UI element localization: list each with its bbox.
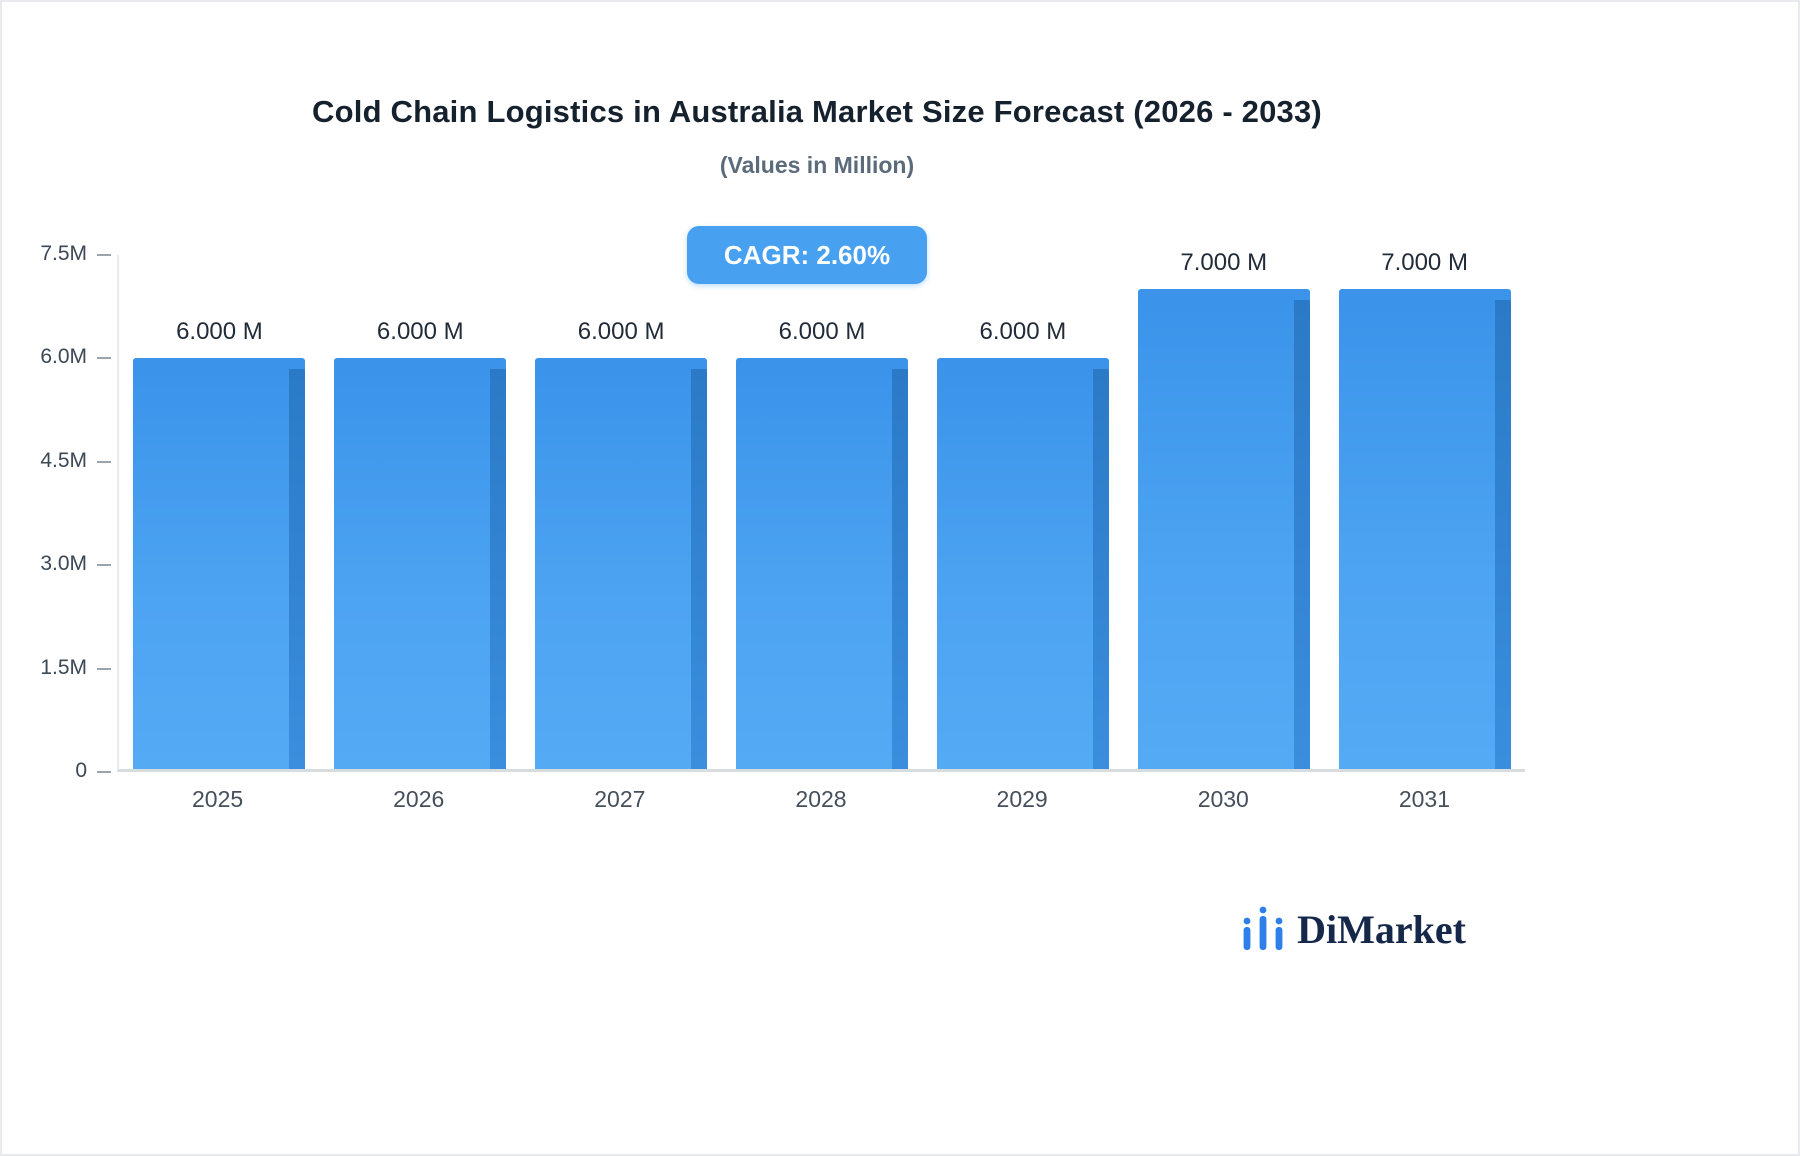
bar-2029	[936, 357, 1109, 770]
brand-name: DiMarket	[1297, 907, 1466, 952]
brand-logo: DiMarket	[1241, 904, 1466, 950]
chart-subtitle: (Values in Million)	[719, 152, 915, 178]
bar-2026	[334, 357, 507, 770]
x-axis-label: 2028	[795, 786, 847, 812]
x-axis: 2025 2026 2027 2028 2029 2030 2031	[117, 786, 1525, 813]
y-axis-tick-label: 1.5M	[40, 655, 87, 679]
cagr-badge: CAGR: 2.60%	[687, 226, 927, 284]
chart-header: Cold Chain Logistics in Australia Market…	[2, 94, 1632, 179]
y-axis-tick-label: 0	[75, 759, 87, 782]
cagr-badge-label: CAGR: 2.60%	[723, 239, 891, 270]
bar-slot: 6.000 M	[722, 255, 923, 770]
bar-2030	[1137, 289, 1310, 769]
bar-2025	[133, 357, 306, 770]
y-axis-tick-mark	[97, 667, 111, 670]
y-axis-tick-mark	[97, 564, 111, 567]
x-axis-label: 2031	[1398, 786, 1450, 812]
y-axis-tick-mark	[97, 357, 111, 360]
y-axis-tick-mark	[97, 771, 111, 773]
bar-slot: 6.000 M	[922, 255, 1123, 770]
bar-value-label: 6.000 M	[376, 317, 464, 345]
x-axis-label: 2025	[191, 786, 244, 812]
bar-slot: 7.000 M	[1123, 249, 1324, 769]
bar-slot: 6.000 M	[320, 255, 521, 770]
bar-value-label: 7.000 M	[1381, 249, 1468, 277]
x-axis-label: 2027	[594, 786, 646, 812]
bar-value-label: 7.000 M	[1180, 249, 1268, 277]
y-axis-tick-label: 4.5M	[40, 448, 87, 472]
chart-region: 7.5M 6.0M 4.5M 3.0M 1.5M 0 6.000 M 6.000 M 6.00…	[40, 242, 1525, 812]
bar-2027	[535, 357, 708, 770]
bar-value-label: 6.000 M	[979, 317, 1067, 345]
bar-slot: 6.000 M	[521, 255, 722, 770]
y-axis-tick-label: 6.0M	[40, 345, 87, 369]
chart-title: Cold Chain Logistics in Australia Market…	[312, 94, 1322, 129]
y-axis-tick-label: 7.5M	[40, 242, 87, 265]
y-axis-tick-mark	[97, 460, 111, 463]
x-axis-label: 2029	[996, 786, 1048, 812]
bar-chart-logo-icon	[1243, 906, 1283, 950]
bar-slot: 7.000 M	[1324, 249, 1525, 769]
bar-slot: 6.000 M	[119, 255, 320, 770]
bar-2031	[1338, 289, 1511, 769]
y-axis-tick-mark	[97, 254, 111, 256]
bar-2028	[736, 357, 908, 770]
bar-value-label: 6.000 M	[176, 317, 263, 345]
bar-value-label: 6.000 M	[778, 317, 866, 345]
plot-area: 6.000 M 6.000 M 6.000 M 6.000 M 6.000 M 7.000…	[117, 249, 1525, 772]
x-axis-label: 2030	[1197, 786, 1249, 812]
x-axis-label: 2026	[393, 786, 445, 812]
y-axis-tick-label: 3.0M	[40, 552, 87, 576]
bar-value-label: 6.000 M	[577, 317, 665, 345]
y-axis: 7.5M 6.0M 4.5M 3.0M 1.5M 0	[40, 242, 117, 782]
